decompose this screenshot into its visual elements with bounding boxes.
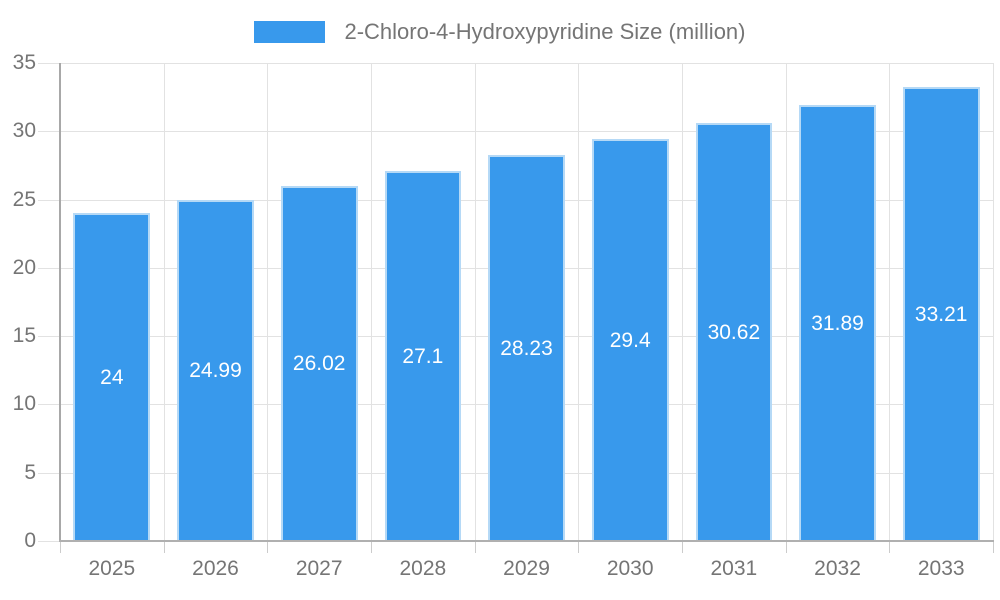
gridline-vertical <box>785 63 787 541</box>
x-axis-labels: 2025 2026 2027 2028 2029 2030 2031 2032 2033 <box>60 557 993 581</box>
bar[interactable]: 24 <box>73 213 151 541</box>
gridline-vertical <box>267 63 269 541</box>
x-axis-label: 2031 <box>710 557 758 580</box>
bar[interactable]: 28.23 <box>488 155 565 541</box>
legend-item[interactable]: 2-Chloro-4-Hydroxypyridine Size (million… <box>0 19 1000 44</box>
bar-slot: 26.02 <box>267 63 371 541</box>
y-axis-label: 0 <box>24 529 36 552</box>
gridline-horizontal <box>38 131 993 133</box>
y-axis-label: 5 <box>24 460 36 484</box>
bar-value-label: 24.99 <box>189 359 242 383</box>
x-tick <box>578 542 580 553</box>
bar-slot: 33.21 <box>889 63 993 541</box>
bar-value-label: 33.21 <box>914 303 968 327</box>
bar[interactable]: 33.21 <box>902 87 980 541</box>
bar[interactable]: 31.89 <box>799 105 876 541</box>
x-axis-label: 2025 <box>88 557 136 580</box>
x-tick <box>682 542 683 553</box>
bar-series: 24 24.99 26.02 27.1 28.23 29.4 30.62 31.89 33.21 <box>60 63 993 541</box>
bar-slot: 30.62 <box>682 63 786 541</box>
x-axis-label: 2028 <box>399 557 447 580</box>
bar-value-label: 31.89 <box>811 312 864 336</box>
bar-slot: 24.99 <box>164 63 268 541</box>
gridline-vertical <box>889 63 891 541</box>
bar[interactable]: 26.02 <box>280 185 358 541</box>
x-tick <box>889 542 891 553</box>
bar-slot: 29.4 <box>578 63 682 541</box>
plot-area: 24 24.99 26.02 27.1 28.23 29.4 30.62 31.89 33.21 <box>60 63 994 541</box>
y-axis-labels: 0 5 10 15 20 25 30 35 <box>0 52 36 552</box>
gridline-vertical <box>474 63 476 541</box>
x-tick <box>267 542 269 553</box>
y-axis-label: 10 <box>12 392 36 416</box>
x-tick <box>163 542 165 553</box>
bar[interactable]: 30.62 <box>695 122 773 541</box>
bar-slot: 28.23 <box>475 63 579 541</box>
gridline-vertical <box>578 63 580 541</box>
x-axis-label: 2029 <box>503 557 550 580</box>
x-tick <box>60 542 61 553</box>
legend-swatch <box>254 21 326 43</box>
x-axis-label: 2030 <box>606 557 654 580</box>
x-tick <box>474 542 476 553</box>
y-axis-label: 25 <box>12 187 36 211</box>
y-axis-label: 30 <box>12 119 36 143</box>
gridline-vertical <box>993 63 994 541</box>
bar-slot: 27.1 <box>371 63 475 541</box>
bar-value-label: 28.23 <box>500 337 553 361</box>
bar[interactable]: 24.99 <box>177 199 254 541</box>
gridline-vertical <box>370 63 372 541</box>
gridline-vertical <box>681 63 683 541</box>
bar-value-label: 29.4 <box>609 329 651 353</box>
x-axis-label: 2033 <box>917 557 965 580</box>
y-axis-label: 35 <box>12 51 36 74</box>
x-axis-label: 2027 <box>295 557 343 580</box>
bar[interactable]: 27.1 <box>384 170 462 541</box>
gridline-vertical <box>163 63 165 541</box>
y-axis-line <box>59 63 61 541</box>
bar[interactable]: 29.4 <box>591 139 669 541</box>
bar-slot: 24 <box>60 63 164 541</box>
x-tick <box>785 542 787 553</box>
bar-value-label: 26.02 <box>292 352 346 376</box>
x-axis-label: 2032 <box>814 557 861 580</box>
bar-value-label: 30.62 <box>707 320 761 344</box>
x-axis-label: 2026 <box>192 557 239 580</box>
gridline-horizontal <box>38 63 993 64</box>
legend-label: 2-Chloro-4-Hydroxypyridine Size (million… <box>344 19 746 44</box>
bar-value-label: 27.1 <box>402 344 444 368</box>
bar-slot: 31.89 <box>786 63 890 541</box>
x-tick <box>371 542 372 553</box>
x-axis-line <box>59 540 994 542</box>
y-axis-label: 20 <box>12 255 36 279</box>
x-tick <box>993 542 994 553</box>
bar-value-label: 24 <box>100 366 124 390</box>
y-axis-label: 15 <box>12 324 36 348</box>
